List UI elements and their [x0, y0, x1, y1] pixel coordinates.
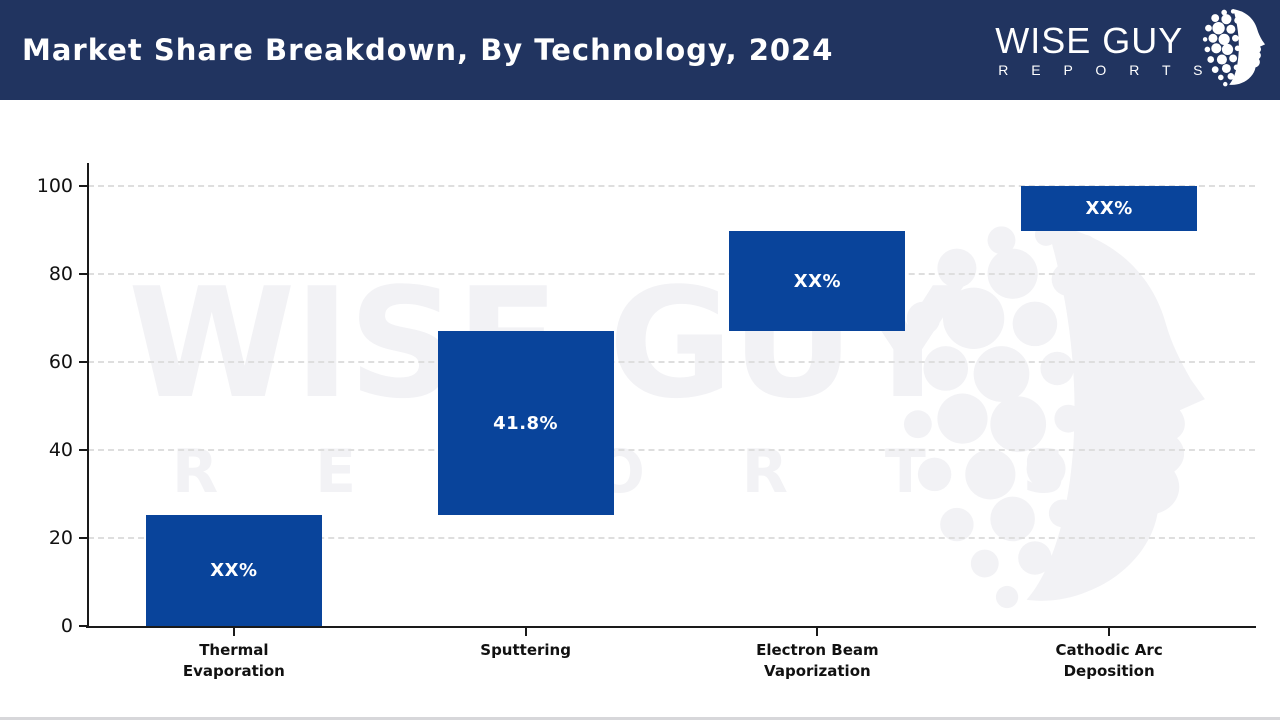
bar-value-label: XX% [210, 560, 258, 582]
y-grid-line [88, 185, 1255, 187]
y-tick-mark [79, 625, 88, 627]
y-axis-line [87, 163, 89, 628]
y-tick-mark [79, 273, 88, 275]
x-category-label-line: Deposition [1063, 662, 1155, 680]
x-axis-line [86, 626, 1256, 628]
y-tick-mark [79, 537, 88, 539]
bar: XX% [729, 230, 906, 332]
x-category-label-line: Vaporization [764, 662, 871, 680]
y-tick-label: 20 [48, 527, 73, 549]
y-tick-label: 0 [60, 615, 73, 637]
bar-value-label: XX% [1085, 197, 1133, 219]
y-grid-line [88, 537, 1255, 539]
x-category-label-line: Cathodic Arc [1055, 641, 1163, 659]
x-category-label: Cathodic Arc Deposition [989, 640, 1229, 682]
logo-secondary-text: R E P O R T S [998, 61, 1212, 78]
bar: XX% [145, 515, 322, 626]
y-tick-label: 80 [48, 263, 73, 285]
y-tick-label: 60 [48, 351, 73, 373]
x-tick-mark [816, 628, 819, 636]
bar-value-label: 41.8% [493, 412, 559, 434]
x-category-label: Electron Beam Vaporization [697, 640, 937, 682]
x-tick-mark [524, 628, 527, 636]
bar-value-label: XX% [793, 270, 842, 292]
page-title: Market Share Breakdown, By Technology, 2… [22, 33, 834, 67]
y-tick-mark [79, 449, 88, 451]
x-category-label-line: Evaporation [182, 662, 285, 680]
x-category-label-line: Electron Beam [756, 641, 879, 659]
logo-text: WISE GUY R E P O R T S [995, 19, 1212, 78]
header: Market Share Breakdown, By Technology, 2… [0, 0, 1280, 100]
bar: 41.8% [437, 331, 614, 516]
x-category-label-line: Thermal [199, 641, 269, 659]
y-grid-line [88, 273, 1255, 275]
y-tick-label: 40 [48, 439, 73, 461]
x-tick-mark [232, 628, 235, 636]
bottom-divider [0, 717, 1280, 720]
watermark-head-icon [868, 218, 1213, 636]
y-tick-mark [79, 185, 88, 187]
logo-primary-text: WISE GUY [995, 19, 1184, 61]
x-category-label: Thermal Evaporation [114, 640, 354, 682]
x-category-label-line: Sputtering [480, 641, 571, 659]
wise-guy-reports-logo: WISE GUY R E P O R T S [995, 8, 1266, 92]
y-grid-line [88, 449, 1255, 451]
y-grid-line [88, 361, 1255, 363]
y-tick-label: 100 [36, 175, 73, 197]
x-category-label: Sputtering [406, 640, 646, 661]
y-tick-mark [79, 361, 88, 363]
waterfall-chart: WISE GUY R E P O R T S 0 20 40 60 80 100 XX% Th… [0, 100, 1280, 720]
bar: XX% [1021, 186, 1198, 231]
watermark-secondary-text: R E P O R T S [172, 437, 1104, 507]
x-tick-mark [1108, 628, 1111, 636]
